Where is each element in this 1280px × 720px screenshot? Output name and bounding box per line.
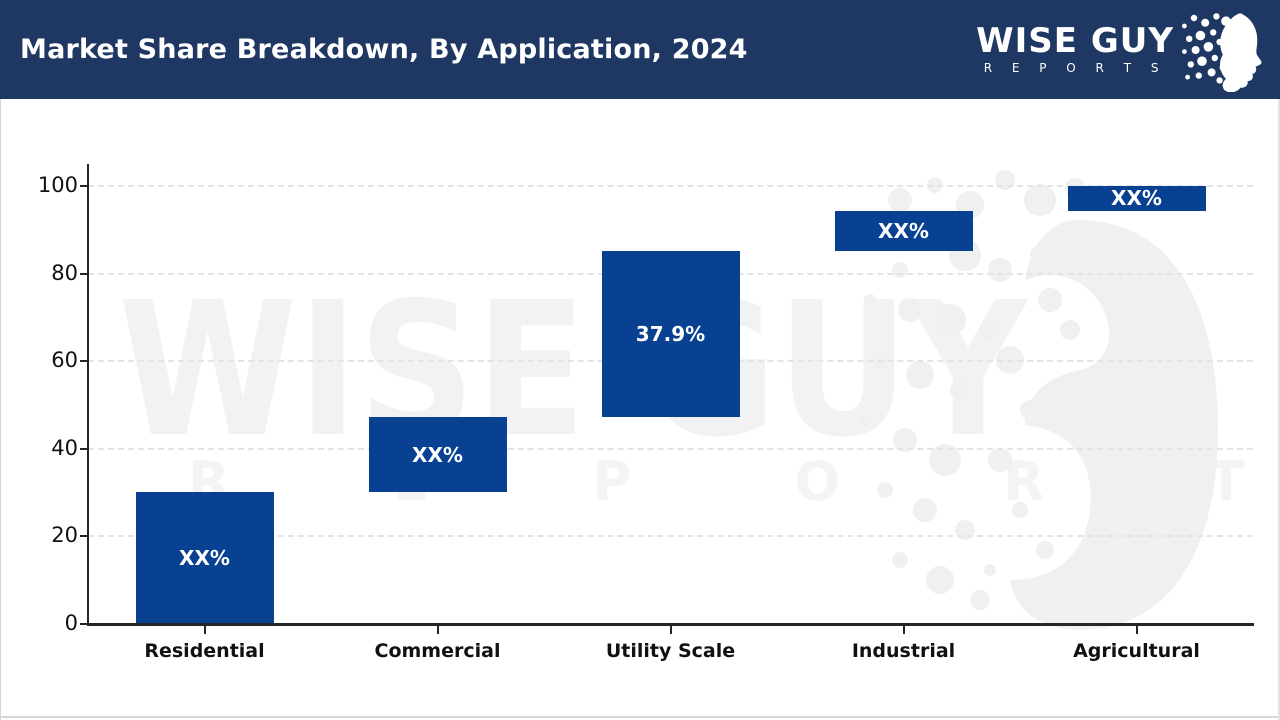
- dot-head-logo-icon: [1182, 12, 1262, 92]
- y-axis-spine: [87, 164, 89, 626]
- x-tickmark-0: [203, 626, 206, 634]
- header: Market Share Breakdown, By Application, …: [0, 0, 1280, 99]
- bar-residential: XX%: [135, 492, 274, 624]
- y-tickmark-80: [80, 272, 88, 275]
- y-tickmark-100: [80, 185, 88, 187]
- x-category-label-4: Agricultural: [1073, 640, 1200, 662]
- x-tickmark-3: [902, 626, 905, 634]
- y-tick-label-0: 0: [64, 611, 78, 635]
- x-tickmark-2: [669, 626, 672, 634]
- y-tick-label-80: 80: [51, 260, 78, 285]
- brand-logo: WISE GUY R E P O R T S: [976, 8, 1266, 92]
- page-title: Market Share Breakdown, By Application, …: [20, 34, 748, 65]
- bar-industrial: XX%: [834, 210, 973, 252]
- bar-value-label: XX%: [179, 546, 230, 571]
- y-tick-label-100: 100: [37, 173, 78, 197]
- y-tickmark-0: [80, 623, 88, 625]
- brand-logo-text: WISE GUY R E P O R T S: [976, 20, 1174, 76]
- x-axis-spine: [87, 623, 1254, 626]
- x-category-label-0: Residential: [144, 640, 265, 662]
- page-left-border: [0, 99, 1, 720]
- x-tickmark-1: [436, 626, 439, 634]
- x-category-label-3: Industrial: [851, 640, 956, 662]
- x-category-label-2: Utility Scale: [605, 640, 736, 662]
- y-tickmark-40: [80, 447, 88, 450]
- bar-value-label: XX%: [878, 218, 929, 243]
- gridline-20: [88, 535, 1253, 538]
- logo-subtitle: R E P O R T S: [983, 61, 1167, 76]
- bar-commercial: XX%: [368, 417, 507, 493]
- y-tickmark-60: [80, 360, 88, 363]
- bar-utility-scale: 37.9%: [601, 251, 740, 418]
- y-tick-label-20: 20: [51, 523, 78, 548]
- logo-wordmark: WISE GUY: [976, 20, 1174, 61]
- y-tick-label-40: 40: [51, 435, 78, 460]
- y-tick-label-60: 60: [51, 348, 78, 373]
- bar-value-label: XX%: [412, 442, 463, 467]
- bar-agricultural: XX%: [1067, 186, 1206, 211]
- watermark-face-icon: [859, 170, 1218, 630]
- x-tickmark-4: [1135, 626, 1138, 634]
- bar-value-label: 37.9%: [635, 322, 706, 347]
- x-category-label-1: Commercial: [374, 640, 501, 662]
- bar-value-label: XX%: [1111, 186, 1162, 211]
- watermark-wordmark: WISE GUY: [118, 262, 1027, 478]
- page-right-border: [1278, 99, 1280, 720]
- gridline-40: [88, 447, 1253, 450]
- y-tickmark-20: [80, 535, 88, 538]
- page-bottom-border: [0, 716, 1280, 718]
- gridline-100: [88, 185, 1253, 187]
